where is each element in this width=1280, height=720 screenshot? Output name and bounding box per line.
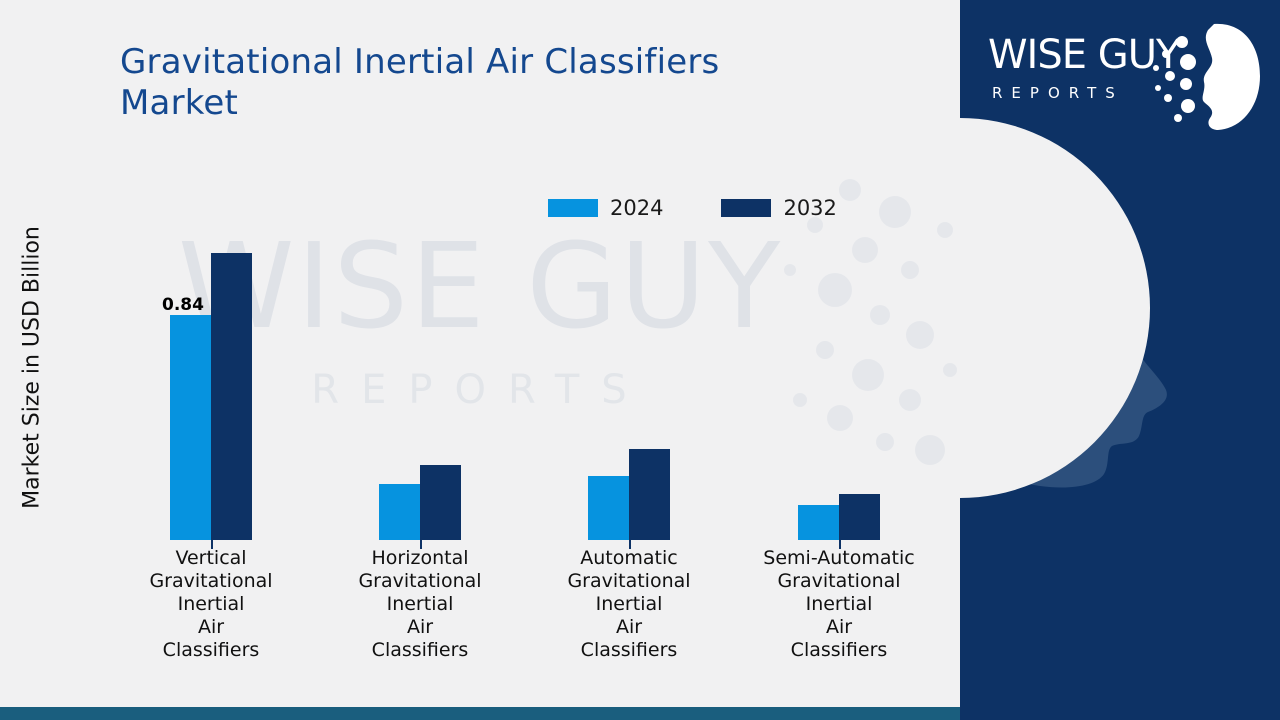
category-label-line: Automatic <box>580 547 678 569</box>
category-label-line: Inertial <box>805 592 873 615</box>
category-label-line: Horizontal <box>371 547 469 569</box>
bottom-accent-strip <box>0 707 960 720</box>
category-label-line: Classifiers <box>162 638 260 661</box>
category-label-line: Semi-Automatic <box>763 547 915 569</box>
category-label-line: Gravitational <box>567 569 691 592</box>
x-axis-tick-3 <box>629 540 631 549</box>
bar-2032-group-3[interactable] <box>629 449 670 540</box>
bar-2032-group-4[interactable] <box>839 494 880 540</box>
category-label-line: Inertial <box>595 592 663 615</box>
category-label-line: Gravitational <box>358 569 482 592</box>
x-axis-tick-2 <box>420 540 422 549</box>
x-axis-tick-4 <box>839 540 841 549</box>
legend-item-2032[interactable]: 2032 <box>721 196 837 220</box>
category-label-3: Automatic Gravitational Inertial Air Classif… <box>514 547 744 662</box>
logo-secondary-text: REPORTS <box>992 84 1124 102</box>
category-label-line: Gravitational <box>777 569 901 592</box>
legend-label-2024: 2024 <box>610 196 664 220</box>
logo-head-dots-icon <box>1153 23 1260 130</box>
x-axis-tick-1 <box>211 540 213 549</box>
legend-label-2032: 2032 <box>783 196 837 220</box>
bar-2024-group-3[interactable] <box>588 476 629 540</box>
category-label-line: Inertial <box>177 592 245 615</box>
page-title: Gravitational Inertial Air Classifiers M… <box>120 42 720 124</box>
category-label-line: Air <box>406 615 434 638</box>
category-label-1: Vertical Gravitational Inertial Air Classifi… <box>96 547 326 662</box>
category-label-2: Horizontal Gravitational Inertial Air Classi… <box>305 547 535 662</box>
category-label-line: Air <box>825 615 853 638</box>
category-label-line: Inertial <box>386 592 454 615</box>
category-label-4: Semi-Automatic Gravitational Inertial Air Cl… <box>724 547 954 662</box>
bar-2024-group-4[interactable] <box>798 505 839 540</box>
bar-2032-group-1[interactable] <box>211 253 252 540</box>
category-label-line: Air <box>197 615 225 638</box>
bar-2024-group-2[interactable] <box>379 484 420 540</box>
legend-swatch-icon-2032 <box>721 199 772 217</box>
category-label-line: Classifiers <box>580 638 678 661</box>
panel-dots-decoration <box>960 150 1090 480</box>
bar-value-label-1: 0.84 <box>162 295 204 315</box>
category-label-line: Air <box>615 615 643 638</box>
chart-legend: 2024 2032 <box>548 196 837 220</box>
category-label-line: Classifiers <box>371 638 469 661</box>
watermark-dots-decoration <box>784 179 957 465</box>
category-label-line: Classifiers <box>790 638 888 661</box>
category-label-line: Vertical <box>175 547 247 569</box>
brand-panel: WISE GUY REPORTS <box>960 0 1280 720</box>
logo-primary-text: WISE GUY <box>988 32 1180 78</box>
bar-2024-group-1[interactable] <box>170 315 211 540</box>
bar-2032-group-2[interactable] <box>420 465 461 540</box>
legend-item-2024[interactable]: 2024 <box>548 196 663 220</box>
category-label-line: Gravitational <box>149 569 273 592</box>
legend-swatch-icon-2024 <box>548 199 598 217</box>
